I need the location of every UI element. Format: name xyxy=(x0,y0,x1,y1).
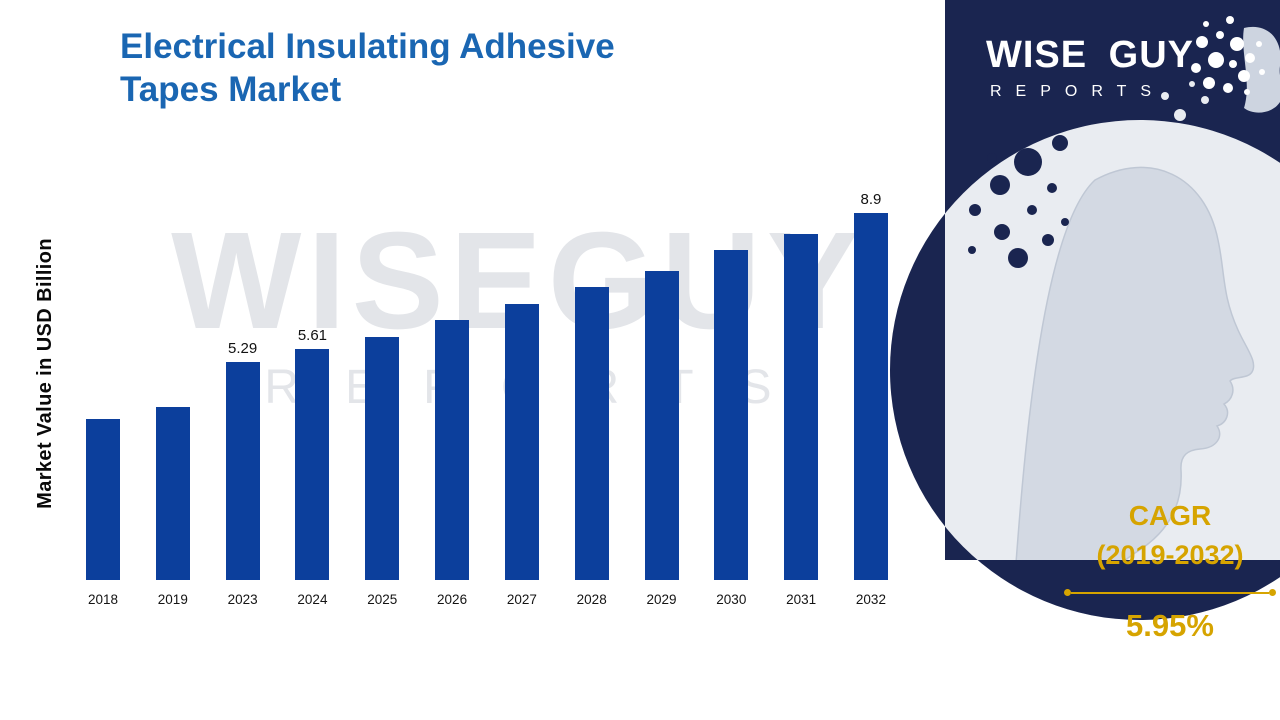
bar-group: 8.9 2032 xyxy=(852,180,890,607)
x-tick-label: 2018 xyxy=(87,592,119,607)
bar-value-label: 5.61 xyxy=(297,326,328,344)
bar-group: 2030 xyxy=(712,180,750,607)
brand-logo: WISE GUY REPORTS xyxy=(986,36,1194,101)
bar xyxy=(714,250,749,580)
bar xyxy=(365,336,400,580)
bar-group: 5.29 2023 xyxy=(224,180,262,607)
x-tick-label: 2032 xyxy=(855,592,886,607)
cagr-divider xyxy=(1064,589,1276,596)
x-tick-label: 2027 xyxy=(506,592,537,607)
bar-group: 2018 xyxy=(84,180,122,607)
logo-dots-icon xyxy=(1191,16,1265,95)
x-tick-label: 2028 xyxy=(576,592,607,607)
bar xyxy=(435,320,470,580)
cagr-block: CAGR (2019-2032) 5.95% xyxy=(1064,500,1276,644)
x-tick-label: 2019 xyxy=(157,592,188,607)
cagr-label: CAGR xyxy=(1128,500,1212,531)
bar-group: 2028 xyxy=(573,180,611,607)
x-tick-label: 2026 xyxy=(437,592,468,607)
bar xyxy=(86,419,120,580)
brand-name: WISE GUY xyxy=(986,34,1195,76)
x-tick-label: 2030 xyxy=(716,592,747,607)
bar xyxy=(155,406,190,580)
x-tick-label: 2025 xyxy=(367,592,398,607)
bar xyxy=(295,348,330,580)
bar xyxy=(504,303,539,580)
bar-group: 2026 xyxy=(433,180,471,607)
bar-value-label: 5.29 xyxy=(228,339,258,357)
divider-line xyxy=(1071,591,1269,594)
bar-value-label: 8.9 xyxy=(860,191,882,208)
divider-dot-right xyxy=(1269,589,1276,596)
brand-sub: REPORTS xyxy=(990,83,1166,100)
bar-group: 2031 xyxy=(782,180,820,607)
page-title: Electrical Insulating Adhesive Tapes Mar… xyxy=(120,27,615,109)
bar-group: 5.61 2024 xyxy=(293,180,331,607)
divider-dot-left xyxy=(1064,589,1071,596)
bar-group: 2029 xyxy=(643,180,681,607)
x-tick-label: 2023 xyxy=(227,592,258,607)
dot-cluster-left xyxy=(968,135,1069,268)
x-tick-label: 2024 xyxy=(297,592,328,607)
brand-panel xyxy=(890,0,1280,620)
face-silhouette xyxy=(1009,166,1255,620)
y-axis-label: Market Value in USD Billion xyxy=(34,238,56,509)
dot-cluster-panel xyxy=(1161,81,1209,121)
bar-group: 2019 xyxy=(154,180,192,607)
bar-group: 2027 xyxy=(503,180,541,607)
bar-group: 2025 xyxy=(363,180,401,607)
bar xyxy=(644,270,679,580)
x-tick-label: 2029 xyxy=(646,592,677,607)
bar xyxy=(853,213,888,580)
x-tick-label: 2031 xyxy=(786,592,817,607)
bar xyxy=(225,361,260,580)
cagr-value: 5.95% xyxy=(1126,608,1214,643)
bar-series: 2018 2019 5.29 2023 5.61 2024 2025 2026 2027 2028… xyxy=(84,180,890,607)
bar xyxy=(784,233,819,580)
bar xyxy=(574,287,609,580)
cagr-range: (2019-2032) xyxy=(1096,540,1244,570)
